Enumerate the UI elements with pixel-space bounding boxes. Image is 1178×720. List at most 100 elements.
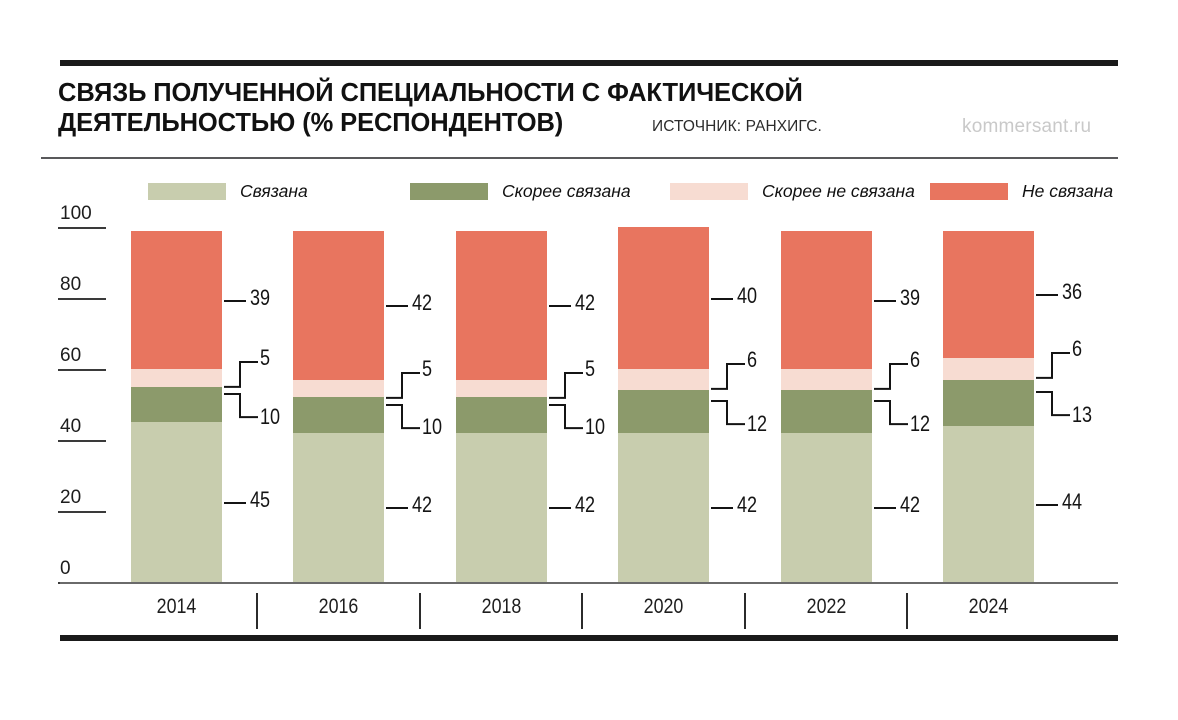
- value-label-ne-svyazana: 40: [737, 283, 758, 308]
- value-label-skoree-ne-svyazana: 5: [584, 355, 595, 381]
- bar-column[interactable]: [618, 227, 710, 582]
- y-axis-tick-mark: [58, 369, 106, 371]
- bar-segment[interactable]: [131, 386, 222, 423]
- value-leader-elbow: [711, 399, 746, 426]
- value-label-svyazana: 44: [1062, 488, 1083, 514]
- bar-segment[interactable]: [293, 397, 385, 433]
- value-label-svyazana: 42: [412, 492, 433, 518]
- value-label-ne-svyazana: 42: [574, 290, 595, 316]
- value-label-skoree-ne-svyazana: 5: [260, 345, 271, 371]
- value-label-skoree-ne-svyazana: 6: [909, 346, 920, 372]
- bar-segment[interactable]: [293, 432, 385, 582]
- y-axis-tick-mark: [58, 227, 106, 229]
- value-leader-line: [1036, 294, 1058, 297]
- x-axis-label-2014: 2014: [156, 595, 197, 618]
- value-label-svyazana: 42: [574, 492, 595, 518]
- y-axis-tick-label: 60: [60, 345, 82, 366]
- top-rule: [60, 60, 1118, 66]
- x-axis-label-2024: 2024: [968, 595, 1009, 618]
- bar-segment[interactable]: [943, 425, 1034, 582]
- bar-segment[interactable]: [455, 379, 547, 398]
- bar-column[interactable]: [780, 227, 872, 582]
- value-label-ne-svyazana: 36: [1062, 279, 1083, 305]
- value-leader-line: [711, 298, 734, 300]
- value-label-svyazana: 42: [899, 492, 920, 518]
- bar-segment[interactable]: [131, 230, 222, 369]
- value-label-ne-svyazana: 42: [412, 290, 433, 316]
- bar-column[interactable]: [131, 227, 222, 582]
- legend-swatch-icon: [148, 183, 226, 200]
- value-leader-line: [386, 507, 409, 510]
- bottom-rule: [60, 635, 1118, 641]
- value-leader-elbow: [711, 362, 746, 390]
- value-label-ne-svyazana: 39: [250, 284, 271, 310]
- legend-item-1: Связана: [148, 181, 308, 202]
- page-title: СВЯЗЬ ПОЛУЧЕННОЙ СПЕЦИАЛЬНОСТИ С ФАКТИЧЕ…: [58, 79, 803, 137]
- legend-item-4: Не связана: [930, 181, 1113, 202]
- bar-segment[interactable]: [455, 397, 547, 433]
- bar-segment[interactable]: [455, 432, 547, 582]
- value-label-skoree-ne-svyazana: 5: [422, 355, 433, 381]
- bar-column[interactable]: [455, 227, 547, 582]
- value-label-skoree-ne-svyazana: 6: [747, 346, 758, 372]
- value-label-svyazana: 45: [250, 487, 271, 513]
- watermark-kommersant: kommersant.ru: [962, 116, 1092, 137]
- bar-segment[interactable]: [131, 369, 222, 387]
- value-leader-elbow: [224, 360, 258, 388]
- bar-segment[interactable]: [780, 390, 872, 433]
- x-axis-separator: [418, 593, 421, 629]
- value-label-skoree-svyazana: 12: [747, 410, 768, 436]
- x-axis-label-2018: 2018: [481, 595, 522, 618]
- bar-segment[interactable]: [780, 230, 872, 369]
- y-axis-tick-label: 20: [60, 487, 82, 508]
- bar-segment[interactable]: [618, 432, 710, 582]
- bar-segment[interactable]: [618, 369, 710, 391]
- y-axis-tick-mark: [58, 440, 106, 442]
- y-axis-tick-label: 100: [60, 203, 92, 224]
- x-axis-baseline: [60, 582, 1118, 584]
- value-leader-line: [224, 502, 246, 505]
- legend-swatch-icon: [930, 183, 1008, 200]
- bar-column[interactable]: [293, 227, 385, 582]
- x-axis-label-2020: 2020: [643, 595, 684, 618]
- value-label-ne-svyazana: 39: [899, 284, 920, 310]
- bar-segment[interactable]: [780, 432, 872, 582]
- value-leader-line: [711, 507, 734, 510]
- legend-swatch-icon: [670, 183, 748, 200]
- bar-segment[interactable]: [618, 390, 710, 433]
- x-axis-separator: [743, 593, 746, 629]
- legend-label: Связана: [240, 181, 308, 201]
- y-axis-tick-mark: [58, 298, 106, 300]
- bar-segment[interactable]: [618, 227, 710, 369]
- value-leader-elbow: [873, 399, 908, 426]
- value-leader-elbow: [1036, 391, 1070, 417]
- value-leader-line: [873, 507, 896, 510]
- bar-segment[interactable]: [780, 369, 872, 391]
- legend-swatch-icon: [410, 183, 488, 200]
- value-leader-line: [873, 299, 896, 302]
- value-label-skoree-svyazana: 10: [422, 414, 443, 440]
- value-leader-elbow: [224, 392, 258, 418]
- bar-segment[interactable]: [943, 230, 1034, 359]
- bar-segment[interactable]: [131, 422, 222, 582]
- x-axis-separator: [256, 593, 259, 629]
- bar-segment[interactable]: [455, 230, 547, 380]
- value-leader-line: [224, 299, 246, 302]
- value-leader-line: [386, 305, 409, 308]
- bar-column[interactable]: [943, 227, 1034, 582]
- x-axis-label-2022: 2022: [806, 595, 846, 618]
- legend-label: Не связана: [1022, 181, 1114, 201]
- legend-label: Скорее связана: [502, 181, 631, 201]
- legend-label: Скорее не связана: [762, 181, 915, 201]
- legend-item-3: Скорее не связана: [670, 181, 915, 202]
- value-label-skoree-svyazana: 12: [909, 410, 930, 436]
- x-axis-separator: [906, 593, 908, 629]
- y-axis-tick-label: 0: [60, 558, 71, 579]
- bar-segment[interactable]: [943, 379, 1034, 426]
- bar-segment[interactable]: [943, 358, 1034, 380]
- value-leader-line: [1036, 503, 1058, 506]
- x-axis-separator: [581, 593, 584, 629]
- bar-segment[interactable]: [293, 379, 385, 398]
- bar-segment[interactable]: [293, 230, 385, 380]
